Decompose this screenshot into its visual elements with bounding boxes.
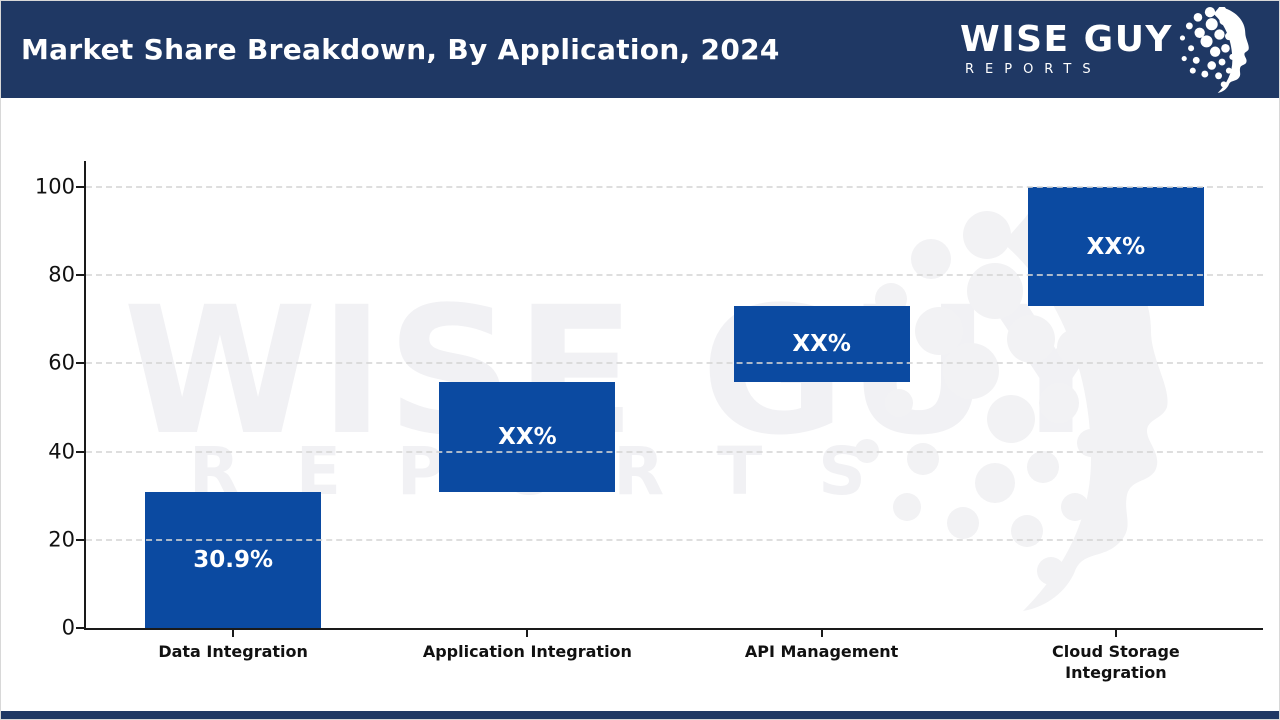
y-tick-label: 0 — [61, 615, 75, 640]
bar-2: XX% — [439, 382, 616, 492]
logo-text: WISE GUY REPORTS — [959, 19, 1173, 78]
bar-value-label: XX% — [792, 331, 851, 358]
gridline-100 — [86, 186, 1263, 188]
bar-1: 30.9% — [145, 491, 322, 628]
y-axis-tick — [76, 450, 84, 453]
y-axis-tick — [76, 274, 84, 277]
x-category-label: Cloud Storage Integration — [1051, 642, 1180, 683]
x-axis-tick — [232, 630, 235, 637]
y-axis-tick — [76, 362, 84, 365]
wise-guy-reports-logo: WISE GUY REPORTS — [959, 6, 1257, 93]
header-band: Market Share Breakdown, By Application, … — [1, 1, 1279, 98]
y-axis-line — [84, 161, 86, 630]
x-axis-tick — [526, 630, 529, 637]
bar-value-label: XX% — [1086, 233, 1146, 260]
x-axis-tick — [1114, 630, 1117, 637]
gridline-60 — [86, 362, 1263, 365]
y-axis-tick — [76, 627, 84, 629]
x-axis-line — [84, 628, 1263, 630]
x-axis-tick — [820, 630, 823, 637]
y-axis-tick — [76, 186, 84, 188]
logo-subtitle: REPORTS — [964, 62, 1102, 77]
x-category-label: API Management — [744, 642, 899, 661]
y-tick-label: 20 — [48, 527, 75, 552]
y-tick-label: 40 — [48, 439, 75, 464]
gridline-20 — [86, 538, 1263, 541]
x-category-label: Data Integration — [158, 642, 308, 661]
bar-value-label: 30.9% — [193, 546, 274, 573]
y-tick-label: 100 — [34, 174, 75, 199]
bar-3: XX% — [733, 306, 910, 383]
y-axis-tick — [76, 538, 84, 541]
gridline-80 — [86, 274, 1263, 277]
y-tick-label: 80 — [48, 262, 75, 287]
dotted-head-profile-icon — [1179, 6, 1249, 93]
y-tick-label: 60 — [48, 350, 75, 375]
page-title: Market Share Breakdown, By Application, … — [21, 33, 780, 66]
x-category-label: Application Integration — [422, 642, 632, 661]
bar-value-label: XX% — [498, 424, 557, 451]
gridline-40 — [86, 450, 1263, 453]
bar-4: XX% — [1027, 187, 1204, 307]
footer-band — [1, 711, 1279, 719]
logo-wordmark: WISE GUY — [959, 19, 1173, 60]
